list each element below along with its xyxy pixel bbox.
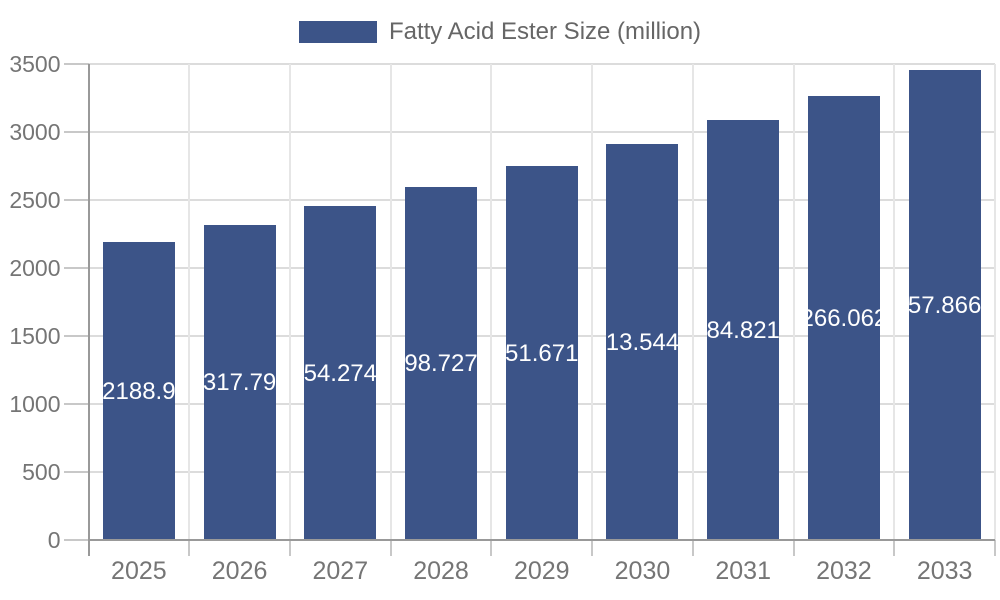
v-gridline [188, 64, 191, 540]
bar-value-label: 84.821 [706, 317, 780, 345]
bar-value-label: 51.671 [505, 339, 579, 367]
v-gridline [490, 64, 493, 540]
y-axis-tick [63, 63, 89, 65]
bar-2025[interactable] [102, 242, 175, 539]
y-tick-label: 500 [22, 459, 61, 485]
x-tick-label: 2028 [413, 557, 469, 585]
v-gridline [389, 64, 392, 540]
bar-value-label: 98.727 [404, 350, 478, 378]
x-axis-tick [994, 540, 996, 556]
bar-value-label: 54.274 [303, 360, 377, 388]
bar-2032[interactable] [807, 95, 880, 539]
bar-value-label: 57.866 [907, 291, 982, 319]
x-tick-label: 2026 [211, 557, 268, 585]
h-gridline [88, 63, 995, 65]
bar-2029[interactable] [505, 165, 578, 539]
legend-label: Fatty Acid Ester Size (million) [388, 18, 702, 45]
x-axis-tick [591, 540, 594, 556]
y-axis-line [87, 64, 90, 556]
y-axis-tick [63, 335, 89, 337]
y-axis-tick [63, 403, 89, 405]
y-tick-label: 2000 [9, 255, 61, 281]
x-tick-label: 2033 [916, 557, 973, 585]
h-gridline [88, 131, 995, 133]
y-tick-label: 1000 [9, 391, 61, 417]
bar-value-label: 2188.9 [102, 378, 176, 406]
y-axis-tick [63, 471, 89, 473]
y-axis-tick [63, 267, 89, 269]
x-axis-tick [188, 540, 191, 556]
y-tick-label: 3500 [9, 51, 61, 77]
x-tick-label: 2029 [513, 557, 570, 585]
y-tick-label: 3000 [9, 119, 61, 145]
bar-2026[interactable] [203, 224, 276, 539]
v-gridline [994, 64, 996, 540]
x-tick-label: 2032 [816, 557, 872, 585]
bar-2027[interactable] [304, 206, 377, 539]
x-axis-tick [288, 540, 291, 556]
v-gridline [691, 64, 694, 540]
x-tick-label: 2031 [715, 557, 771, 585]
x-axis-tick [389, 540, 392, 556]
bar-value-label: 317.79 [202, 369, 277, 397]
v-gridline [288, 64, 291, 540]
x-axis-tick [691, 540, 694, 556]
bar-value-label: 13.544 [605, 328, 680, 356]
y-axis-tick [63, 199, 89, 201]
y-tick-label: 0 [47, 527, 61, 553]
y-axis-tick [63, 539, 89, 541]
x-tick-label: 2025 [111, 557, 167, 585]
bar-2030[interactable] [606, 143, 679, 539]
bar-2031[interactable] [707, 120, 780, 539]
x-axis-tick [792, 540, 795, 556]
legend-item[interactable]: Fatty Acid Ester Size (million) [0, 18, 1000, 46]
v-gridline [591, 64, 594, 540]
bar-value-label: 266.062 [800, 304, 888, 332]
y-tick-label: 1500 [9, 323, 61, 349]
y-tick-label: 2500 [9, 187, 61, 213]
legend-swatch [298, 21, 377, 43]
y-axis-tick [63, 131, 89, 133]
x-tick-label: 2030 [614, 557, 671, 585]
v-gridline [792, 64, 795, 540]
bar-2033[interactable] [908, 69, 981, 539]
bar-2028[interactable] [405, 186, 478, 539]
v-gridline [893, 64, 896, 540]
x-axis-line [88, 539, 995, 541]
x-axis-tick [490, 540, 493, 556]
x-axis-tick [893, 540, 896, 556]
x-tick-label: 2027 [312, 557, 369, 585]
